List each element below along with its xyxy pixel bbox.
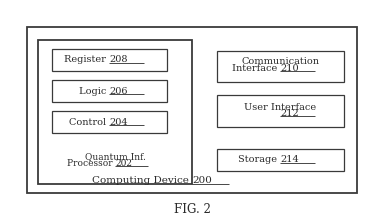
Text: Storage: Storage bbox=[238, 155, 280, 164]
Text: Logic: Logic bbox=[79, 87, 109, 95]
Text: 200: 200 bbox=[192, 176, 212, 185]
Text: Control: Control bbox=[69, 118, 109, 127]
Text: User Interface: User Interface bbox=[244, 103, 316, 111]
Bar bbox=[27, 27, 357, 193]
Text: Interface: Interface bbox=[232, 64, 280, 73]
Text: FIG. 2: FIG. 2 bbox=[174, 203, 210, 216]
Text: 206: 206 bbox=[109, 87, 128, 95]
Text: Quantum Inf.: Quantum Inf. bbox=[85, 152, 146, 161]
Bar bbox=[217, 149, 344, 171]
Bar bbox=[52, 49, 167, 71]
Text: Register: Register bbox=[65, 56, 109, 64]
Bar bbox=[217, 51, 344, 82]
Text: 212: 212 bbox=[280, 109, 299, 118]
Bar bbox=[52, 111, 167, 133]
Text: 214: 214 bbox=[280, 155, 299, 164]
Text: 204: 204 bbox=[109, 118, 128, 127]
Bar bbox=[217, 95, 344, 127]
Text: Processor: Processor bbox=[67, 159, 115, 168]
Text: Computing Device: Computing Device bbox=[92, 176, 192, 185]
Bar bbox=[38, 40, 192, 184]
Text: 210: 210 bbox=[280, 64, 299, 73]
Bar bbox=[52, 80, 167, 102]
Text: Communication: Communication bbox=[241, 57, 319, 65]
Text: 202: 202 bbox=[115, 159, 132, 168]
Text: 208: 208 bbox=[109, 56, 128, 64]
